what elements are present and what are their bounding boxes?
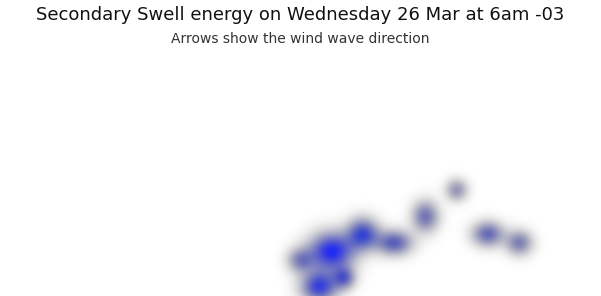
Text: Arrows show the wind wave direction: Arrows show the wind wave direction xyxy=(171,32,430,46)
Text: Secondary Swell energy on Wednesday 26 Mar at 6am -03: Secondary Swell energy on Wednesday 26 M… xyxy=(36,6,565,24)
